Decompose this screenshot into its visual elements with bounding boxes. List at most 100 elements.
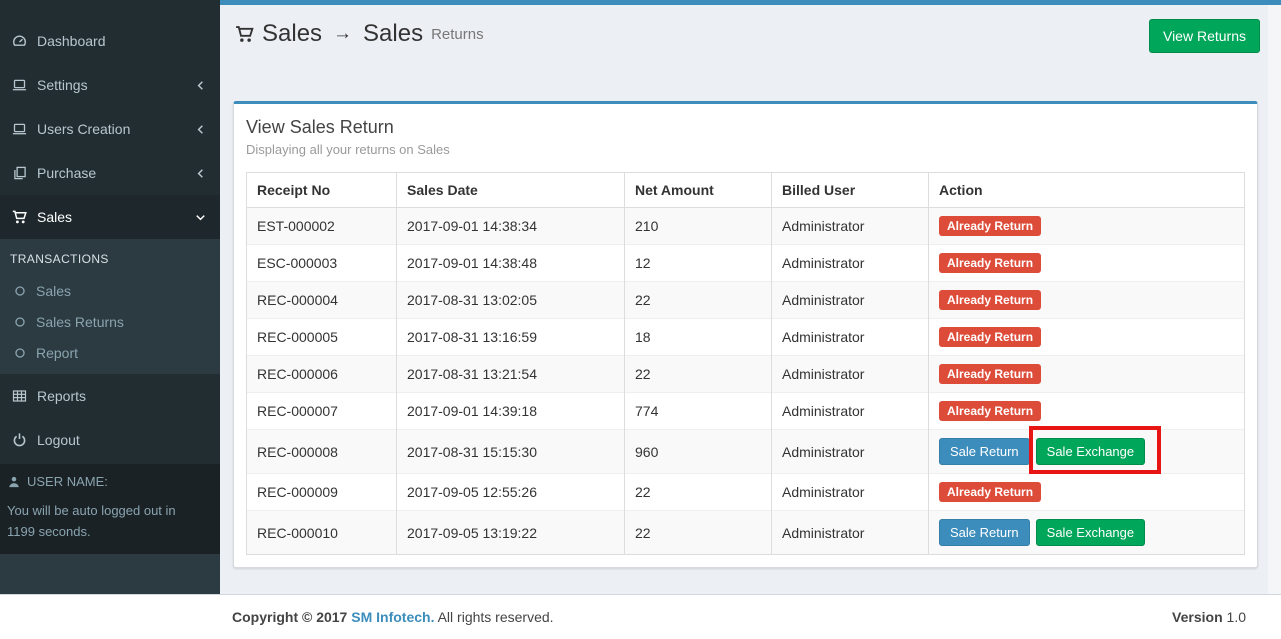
version-label: Version xyxy=(1172,609,1223,625)
sidebar-user-section: USER NAME: You will be auto logged out i… xyxy=(0,464,220,554)
sidebar-menu-bottom: Reports Logout xyxy=(0,374,220,462)
footer: Copyright © 2017 SM Infotech. All rights… xyxy=(0,594,1281,639)
circle-icon xyxy=(13,315,27,329)
breadcrumb-primary: Sales xyxy=(262,20,323,47)
brand-link[interactable]: SM Infotech. xyxy=(351,609,435,625)
cell-net-amount: 22 xyxy=(624,281,772,319)
col-action: Action xyxy=(928,172,1245,208)
col-receipt-no: Receipt No xyxy=(246,172,397,208)
cell-sales-date: 2017-08-31 15:15:30 xyxy=(396,429,625,474)
sidebar-filler xyxy=(0,554,220,594)
sidebar-submenu: TRANSACTIONS Sales Sales Returns Report xyxy=(0,239,220,374)
chevron-left-icon xyxy=(193,122,208,137)
table-row: REC-000009 2017-09-05 12:55:26 22 Admini… xyxy=(246,473,1245,511)
submenu-item-sales-returns[interactable]: Sales Returns xyxy=(0,306,220,337)
col-net-amount: Net Amount xyxy=(624,172,772,208)
cart-icon xyxy=(234,24,255,44)
power-icon xyxy=(10,432,29,448)
cell-receipt-no: EST-000002 xyxy=(246,207,397,245)
user-name-label: USER NAME: xyxy=(27,474,108,489)
chevron-left-icon xyxy=(193,78,208,93)
sidebar-item-users-creation[interactable]: Users Creation xyxy=(0,107,220,151)
cell-net-amount: 960 xyxy=(624,429,772,474)
cell-receipt-no: REC-000009 xyxy=(246,473,397,511)
breadcrumb-arrow-icon: → xyxy=(333,23,353,44)
cell-sales-date: 2017-09-01 14:38:34 xyxy=(396,207,625,245)
laptop-icon xyxy=(10,121,29,137)
cell-sales-date: 2017-09-05 12:55:26 xyxy=(396,473,625,511)
table-row: REC-000006 2017-08-31 13:21:54 22 Admini… xyxy=(246,355,1245,393)
auto-logout-line1: You will be auto logged out in xyxy=(7,503,176,518)
version-value: 1.0 xyxy=(1226,609,1246,625)
auto-logout-countdown: 1199 seconds. xyxy=(7,523,91,539)
chevron-down-icon xyxy=(193,210,208,225)
cell-sales-date: 2017-09-01 14:38:48 xyxy=(396,244,625,282)
sidebar-item-label: Dashboard xyxy=(37,33,106,49)
table-row: ESC-000003 2017-09-01 14:38:48 12 Admini… xyxy=(246,244,1245,282)
cell-billed-user: Administrator xyxy=(771,429,929,474)
table-row: EST-000002 2017-09-01 14:38:34 210 Admin… xyxy=(246,207,1245,245)
cell-action: Already Return xyxy=(928,281,1245,319)
transactions-section-header: TRANSACTIONS xyxy=(10,252,109,266)
submenu-item-sales[interactable]: Sales xyxy=(0,275,220,306)
sale-return-button[interactable]: Sale Return xyxy=(939,519,1030,546)
sales-return-panel: View Sales Return Displaying all your re… xyxy=(233,101,1258,568)
copy-icon xyxy=(10,165,29,181)
dashboard-icon xyxy=(10,33,29,49)
cell-action: Sale Return Sale Exchange xyxy=(928,510,1245,555)
sidebar: Dashboard Settings Users Creation Purchase S… xyxy=(0,0,220,594)
col-sales-date: Sales Date xyxy=(396,172,625,208)
cell-receipt-no: ESC-000003 xyxy=(246,244,397,282)
already-return-badge: Already Return xyxy=(939,401,1042,421)
cell-receipt-no: REC-000005 xyxy=(246,318,397,356)
sidebar-item-reports[interactable]: Reports xyxy=(0,374,220,418)
cell-sales-date: 2017-09-05 13:19:22 xyxy=(396,510,625,555)
view-returns-button[interactable]: View Returns xyxy=(1148,19,1260,53)
sale-return-button[interactable]: Sale Return xyxy=(939,438,1030,465)
submenu-item-report[interactable]: Report xyxy=(0,337,220,368)
table-icon xyxy=(10,388,29,404)
cart-icon xyxy=(10,209,29,225)
cell-net-amount: 22 xyxy=(624,510,772,555)
sidebar-item-purchase[interactable]: Purchase xyxy=(0,151,220,195)
cell-net-amount: 210 xyxy=(624,207,772,245)
cell-billed-user: Administrator xyxy=(771,473,929,511)
cell-net-amount: 18 xyxy=(624,318,772,356)
cell-sales-date: 2017-08-31 13:21:54 xyxy=(396,355,625,393)
table-row: REC-000010 2017-09-05 13:19:22 22 Admini… xyxy=(246,510,1245,555)
cell-billed-user: Administrator xyxy=(771,281,929,319)
cell-receipt-no: REC-000008 xyxy=(246,429,397,474)
cell-action: Already Return xyxy=(928,355,1245,393)
cell-billed-user: Administrator xyxy=(771,510,929,555)
cell-net-amount: 774 xyxy=(624,392,772,430)
cell-receipt-no: REC-000007 xyxy=(246,392,397,430)
table-row: REC-000005 2017-08-31 13:16:59 18 Admini… xyxy=(246,318,1245,356)
table-header-row: Receipt No Sales Date Net Amount Billed … xyxy=(246,172,1245,208)
cell-sales-date: 2017-08-31 13:16:59 xyxy=(396,318,625,356)
laptop-icon xyxy=(10,77,29,93)
sidebar-item-logout[interactable]: Logout xyxy=(0,418,220,462)
scrollbar-track[interactable] xyxy=(1268,5,1281,594)
content-header: Sales → Sales Returns View Returns xyxy=(220,5,1281,75)
cell-receipt-no: REC-000004 xyxy=(246,281,397,319)
panel-title: View Sales Return xyxy=(246,117,394,137)
already-return-badge: Already Return xyxy=(939,364,1042,384)
submenu-item-label: Sales Returns xyxy=(36,313,124,330)
table-row: REC-000004 2017-08-31 13:02:05 22 Admini… xyxy=(246,281,1245,319)
cell-action: Already Return xyxy=(928,207,1245,245)
cell-sales-date: 2017-08-31 13:02:05 xyxy=(396,281,625,319)
cell-receipt-no: REC-000006 xyxy=(246,355,397,393)
sidebar-item-label: Logout xyxy=(37,432,80,448)
sidebar-item-settings[interactable]: Settings xyxy=(0,63,220,107)
sales-returns-table: Receipt No Sales Date Net Amount Billed … xyxy=(246,172,1245,555)
sale-exchange-button[interactable]: Sale Exchange xyxy=(1035,519,1146,546)
breadcrumb-small: Returns xyxy=(431,25,484,43)
sidebar-item-dashboard[interactable]: Dashboard xyxy=(0,19,220,63)
sale-exchange-button[interactable]: Sale Exchange xyxy=(1035,438,1146,465)
submenu-item-label: Report xyxy=(36,344,79,361)
sidebar-item-sales[interactable]: Sales xyxy=(0,195,220,239)
cell-action: Already Return xyxy=(928,318,1245,356)
circle-icon xyxy=(13,284,27,298)
user-icon xyxy=(7,475,21,489)
